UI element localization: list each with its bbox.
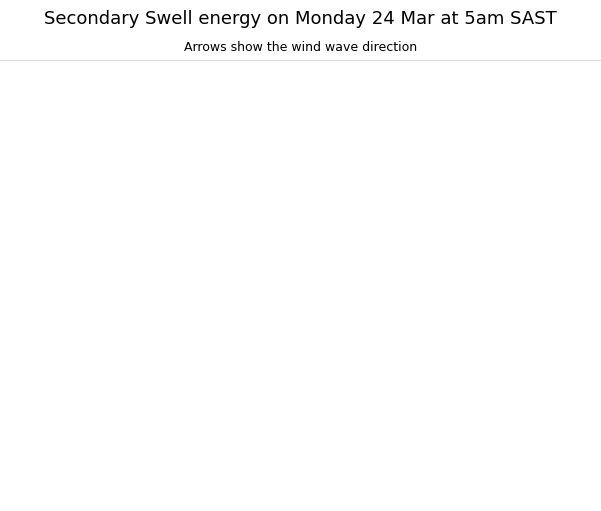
Text: Secondary Swell energy on Monday 24 Mar at 5am SAST: Secondary Swell energy on Monday 24 Mar … <box>44 10 557 28</box>
Text: Cartopy not available: Cartopy not available <box>225 278 376 293</box>
Text: Arrows show the wind wave direction: Arrows show the wind wave direction <box>184 40 417 54</box>
